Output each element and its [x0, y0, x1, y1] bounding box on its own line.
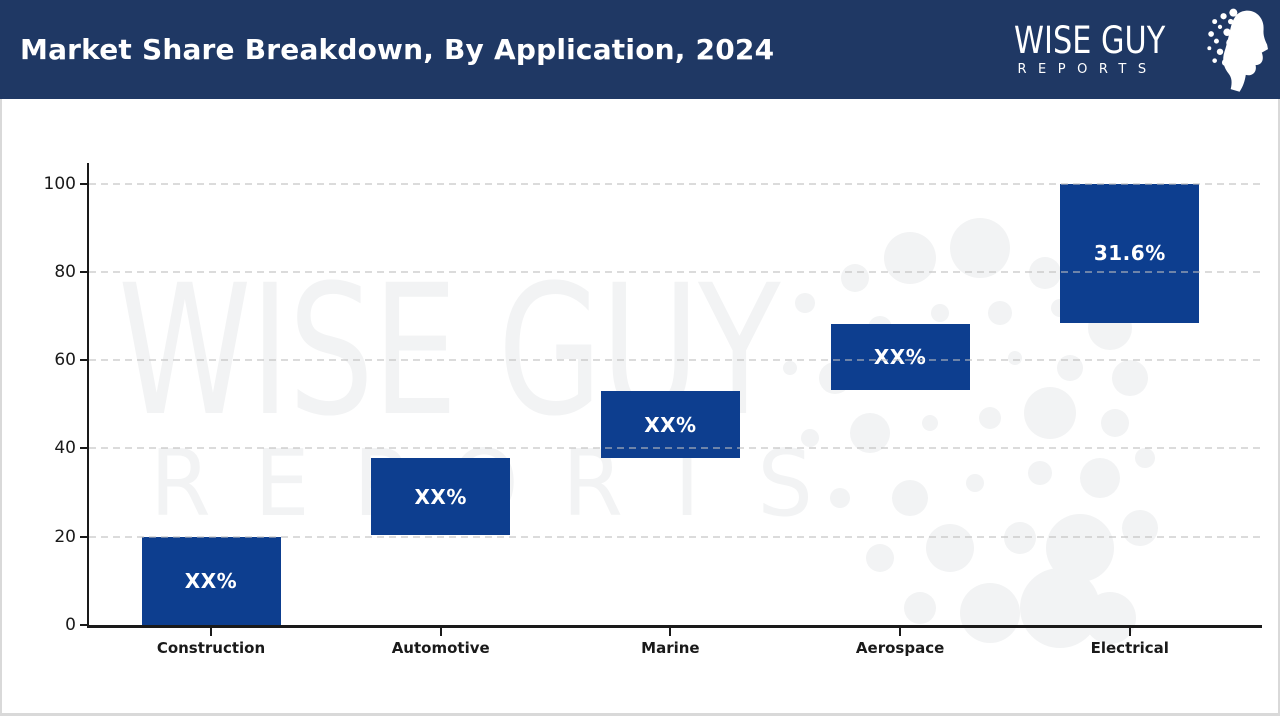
bar-value-label: XX%: [644, 412, 697, 437]
y-tick-mark: [80, 535, 87, 538]
logo-wordmark-line2: REPORTS: [1017, 62, 1158, 77]
y-tick-mark: [80, 447, 87, 450]
x-tick-label: Electrical: [1090, 639, 1169, 657]
x-tick-mark: [669, 628, 672, 636]
bar-value-label: XX%: [414, 484, 467, 509]
x-tick-label: Aerospace: [855, 639, 945, 657]
gridline: [89, 182, 1262, 185]
chart-bar: XX%: [371, 458, 511, 535]
x-tick-mark: [439, 628, 442, 636]
chart-bar: XX%: [830, 323, 970, 391]
gridline: [89, 359, 1262, 362]
x-tick-mark: [899, 628, 902, 636]
page-title: Market Share Breakdown, By Application, …: [20, 33, 775, 66]
y-tick-label: 80: [54, 261, 76, 282]
x-axis-line: [87, 625, 1262, 628]
y-tick-label: 100: [43, 173, 76, 194]
bar-value-label: 31.6%: [1093, 241, 1166, 266]
y-tick-mark: [80, 182, 87, 185]
x-tick-label: Automotive: [391, 639, 490, 657]
x-tick-label: Marine: [641, 639, 700, 657]
y-tick-mark: [80, 624, 87, 626]
y-tick-label: 60: [54, 350, 76, 371]
chart-bar: XX%: [600, 391, 740, 458]
wiseguy-logo: WISE GUY REPORTS: [1014, 6, 1268, 94]
y-tick-mark: [80, 270, 87, 273]
y-axis-line: [87, 163, 89, 628]
gridline: [89, 535, 1262, 538]
y-tick-label: 40: [54, 438, 76, 459]
chart-bar: 31.6%: [1060, 183, 1200, 323]
gridline: [89, 447, 1262, 450]
header: Market Share Breakdown, By Application, …: [0, 0, 1280, 99]
y-tick-mark: [80, 359, 87, 362]
y-tick-label: 0: [65, 615, 76, 635]
bar-value-label: XX%: [184, 568, 238, 593]
x-tick-mark: [1128, 628, 1131, 636]
chart-bar: XX%: [141, 536, 281, 625]
bar-value-label: XX%: [873, 345, 927, 369]
x-tick-label: Construction: [156, 639, 266, 657]
logo-wordmark-line1: WISE GUY: [1013, 19, 1165, 62]
gridline: [89, 270, 1262, 273]
logo-head-icon: [1207, 8, 1268, 92]
x-tick-mark: [210, 628, 212, 636]
logo-wordmark: WISE GUY REPORTS: [1014, 22, 1198, 77]
y-tick-label: 20: [54, 526, 76, 547]
